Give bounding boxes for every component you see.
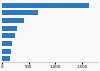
Bar (2, 33, 15, 38)
Bar (2, 26, 17, 31)
Bar (2, 10, 38, 15)
Bar (2, 41, 12, 46)
Bar (2, 3, 89, 8)
Bar (2, 56, 10, 61)
Bar (2, 49, 11, 54)
Bar (2, 18, 24, 23)
